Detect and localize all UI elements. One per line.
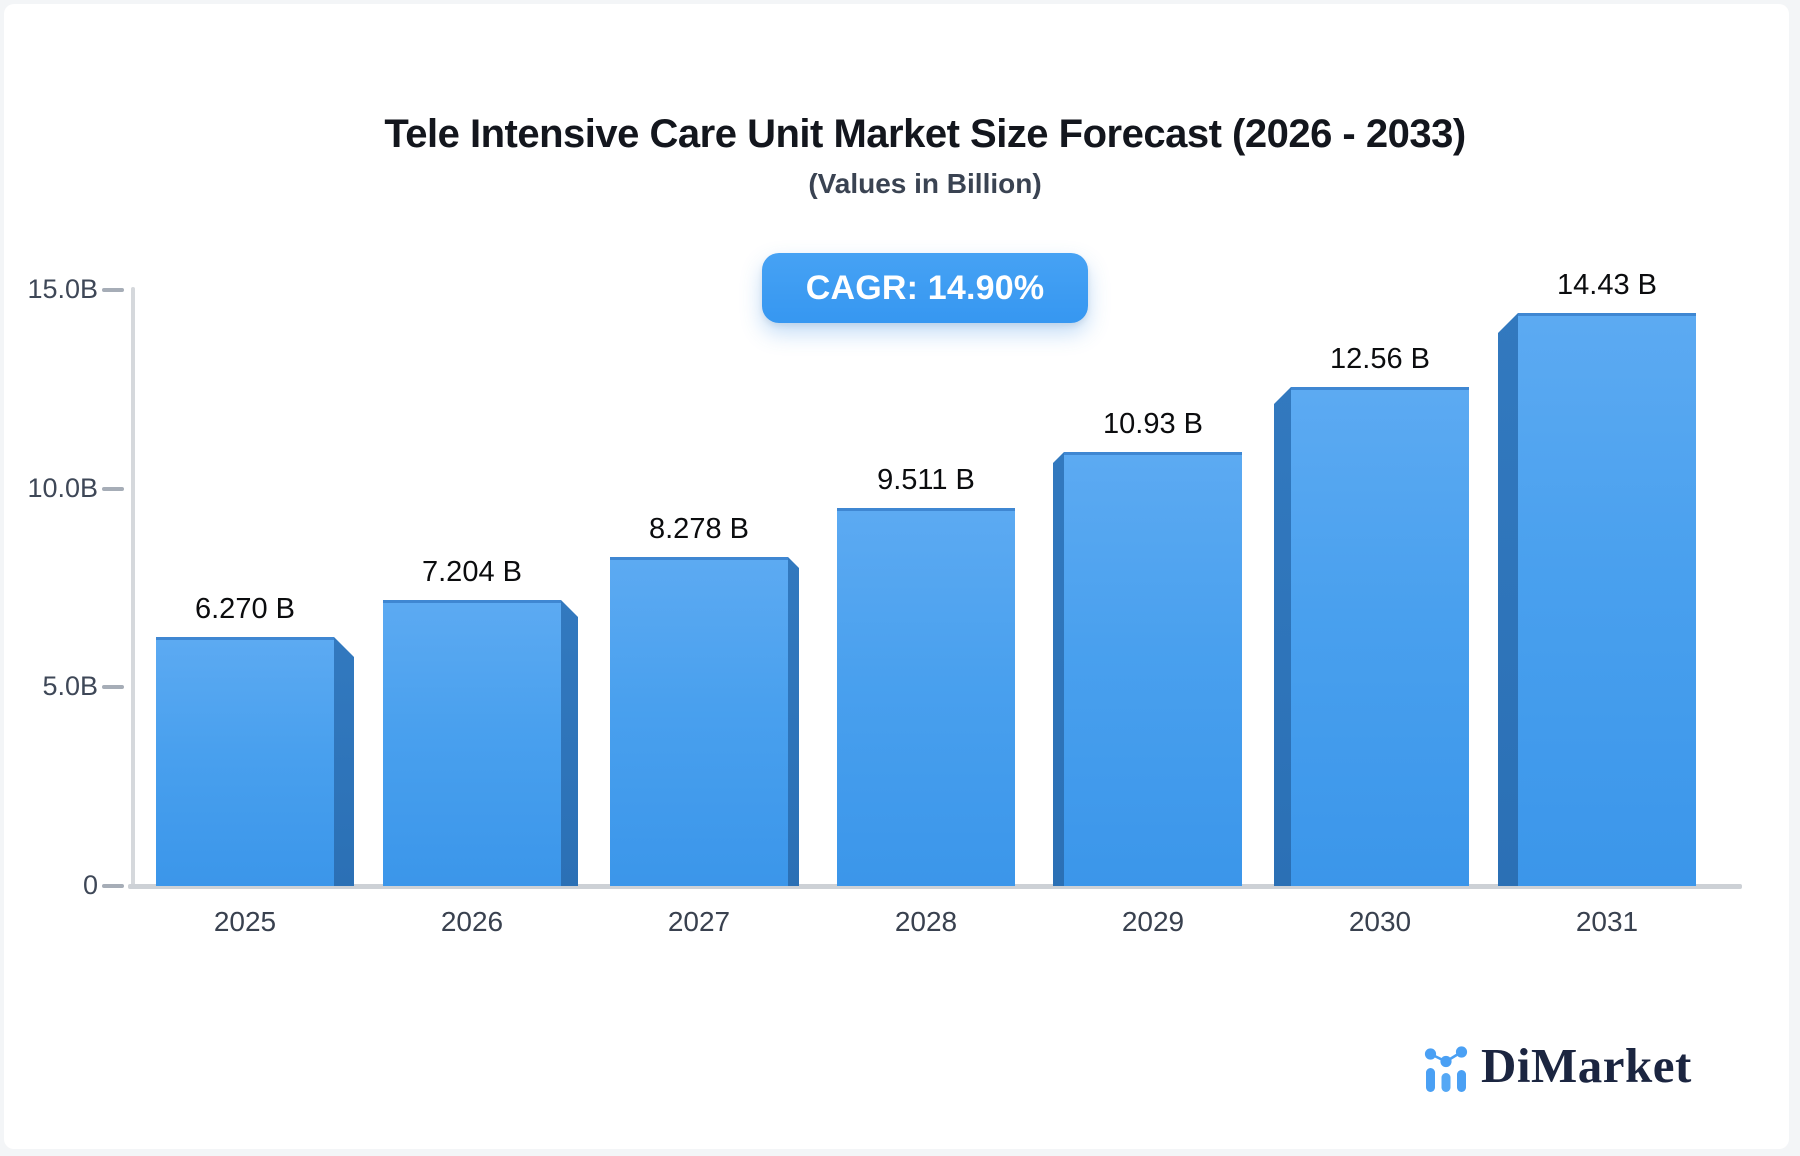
bar-2027 [610, 557, 788, 886]
y-axis-line [131, 287, 135, 887]
y-tick-label-2: 10.0B [27, 472, 98, 503]
bar-value-label-2025: 6.270 B [195, 593, 295, 625]
bar-side-face-2029 [1053, 452, 1064, 886]
bar-2030 [1291, 387, 1469, 886]
x-axis-label-2026: 2026 [440, 906, 504, 937]
bar-value-label-2031: 14.43 B [1557, 269, 1657, 301]
bar-2029 [1064, 452, 1242, 886]
bar-2031 [1518, 313, 1696, 886]
y-tick-mark-3 [102, 288, 124, 292]
bar-side-face-2027 [788, 557, 799, 886]
y-tick-mark-0 [102, 884, 124, 888]
dimarket-logo-icon [1424, 1046, 1468, 1092]
bar-value-label-2028: 9.511 B [877, 464, 975, 496]
bar-side-face-2025 [334, 637, 354, 886]
bar-side-face-2030 [1274, 387, 1291, 886]
bar-value-label-2026: 7.204 B [422, 556, 522, 588]
x-axis-label-2025: 2025 [213, 906, 277, 937]
cagr-badge: CAGR: 14.90% [761, 253, 1089, 323]
x-axis-label-2028: 2028 [894, 906, 958, 937]
bar-2025 [156, 637, 334, 886]
bar-side-face-2026 [561, 600, 578, 886]
x-axis-label-2029: 2029 [1121, 906, 1185, 937]
bar-value-label-2030: 12.56 B [1330, 343, 1430, 375]
y-tick-label-1: 5.0B [42, 671, 98, 702]
chart-subtitle: (Values in Billion) [808, 168, 1042, 199]
bar-value-label-2029: 10.93 B [1103, 408, 1203, 440]
bar-2026 [383, 600, 561, 886]
x-axis-label-2030: 2030 [1348, 906, 1412, 937]
dimarket-logo: DiMarket [1424, 1034, 1692, 1092]
x-axis-label-2031: 2031 [1575, 906, 1639, 937]
y-tick-mark-1 [102, 685, 124, 690]
y-tick-label-0: 0 [82, 870, 98, 900]
y-tick-mark-2 [102, 486, 124, 491]
x-axis-label-2027: 2027 [667, 906, 731, 937]
bar-side-face-2031 [1498, 313, 1518, 886]
chart-title: Tele Intensive Care Unit Market Size For… [384, 112, 1466, 156]
x-axis-baseline [128, 884, 1742, 889]
cagr-badge-row: CAGR: 14.90% [50, 253, 1800, 323]
bar-value-label-2027: 8.278 B [649, 513, 749, 545]
bar-2028 [837, 508, 1015, 886]
cagr-badge-label: CAGR: 14.90% [805, 268, 1045, 307]
y-tick-label-3: 15.0B [27, 274, 98, 304]
dimarket-logo-text: DiMarket [1481, 1038, 1692, 1093]
